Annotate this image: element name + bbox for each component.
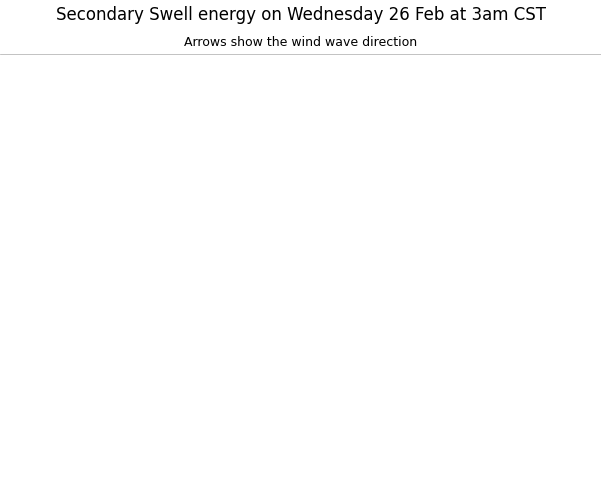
Text: cartopy not available: cartopy not available bbox=[197, 263, 404, 282]
Text: Secondary Swell energy on Wednesday 26 Feb at 3am CST: Secondary Swell energy on Wednesday 26 F… bbox=[55, 6, 546, 24]
Text: Arrows show the wind wave direction: Arrows show the wind wave direction bbox=[184, 36, 417, 49]
